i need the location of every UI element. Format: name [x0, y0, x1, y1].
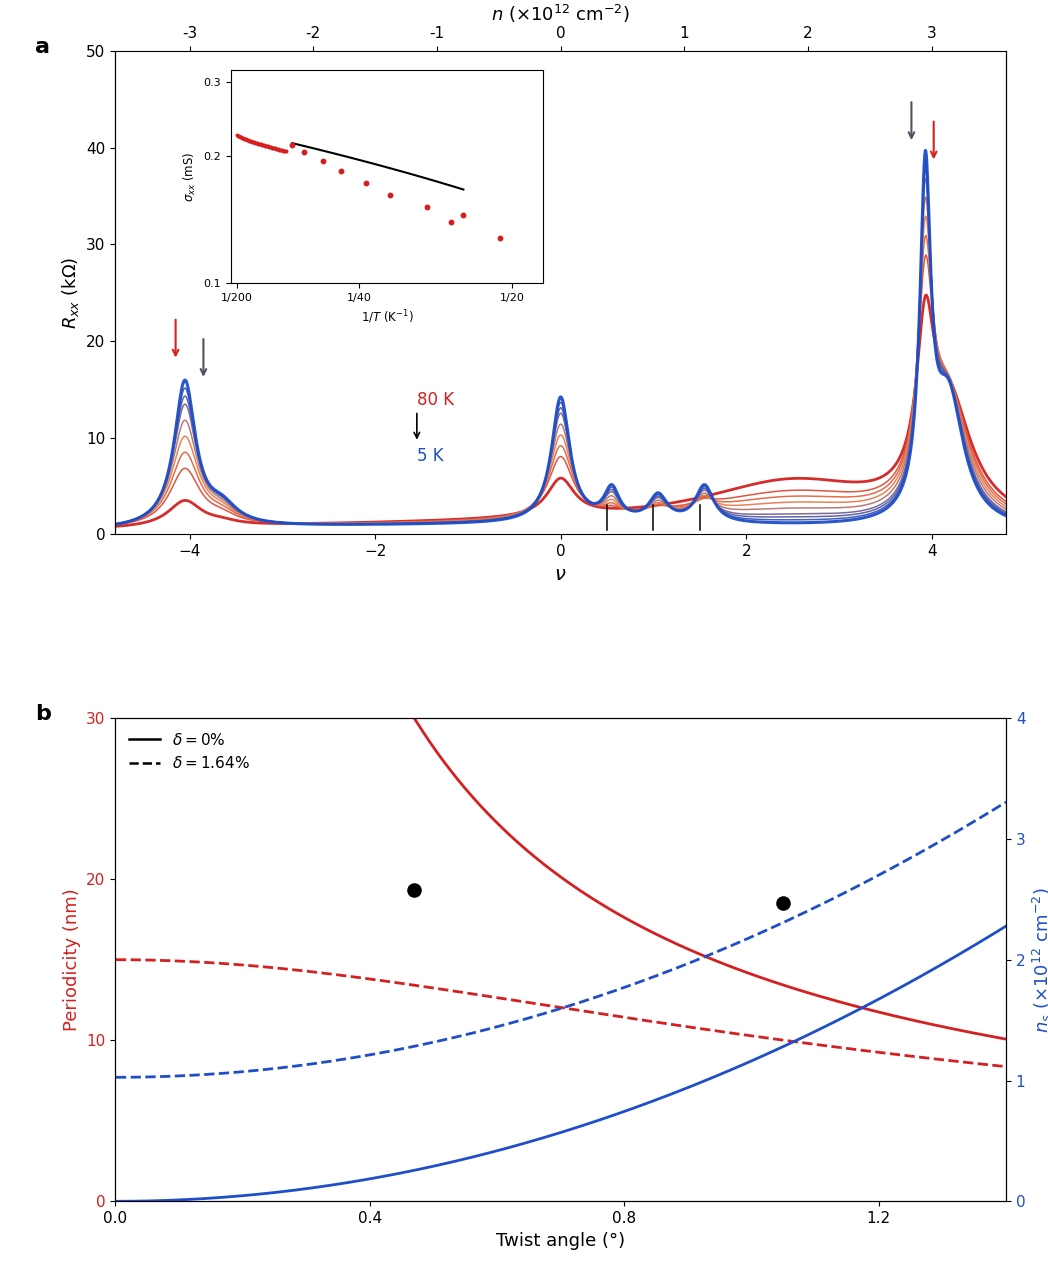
Y-axis label: Periodicity (nm): Periodicity (nm) [63, 888, 81, 1031]
Y-axis label: $R_{xx}$ (k$\Omega$): $R_{xx}$ (k$\Omega$) [60, 257, 81, 328]
Point [774, 893, 791, 914]
Text: 80 K: 80 K [417, 391, 454, 409]
Legend: $\delta = 0\%$, $\delta = 1.64\%$: $\delta = 0\%$, $\delta = 1.64\%$ [123, 726, 256, 777]
X-axis label: $n$ ($\times10^{12}$ cm$^{-2}$): $n$ ($\times10^{12}$ cm$^{-2}$) [492, 3, 630, 24]
Point [406, 881, 422, 901]
Text: b: b [36, 704, 51, 723]
Text: a: a [36, 37, 50, 56]
X-axis label: $\nu$: $\nu$ [554, 565, 567, 584]
Text: 5 K: 5 K [417, 447, 443, 465]
X-axis label: Twist angle (°): Twist angle (°) [496, 1232, 626, 1250]
Y-axis label: $n_s$ ($\times10^{12}$ cm$^{-2}$): $n_s$ ($\times10^{12}$ cm$^{-2}$) [1031, 887, 1048, 1033]
